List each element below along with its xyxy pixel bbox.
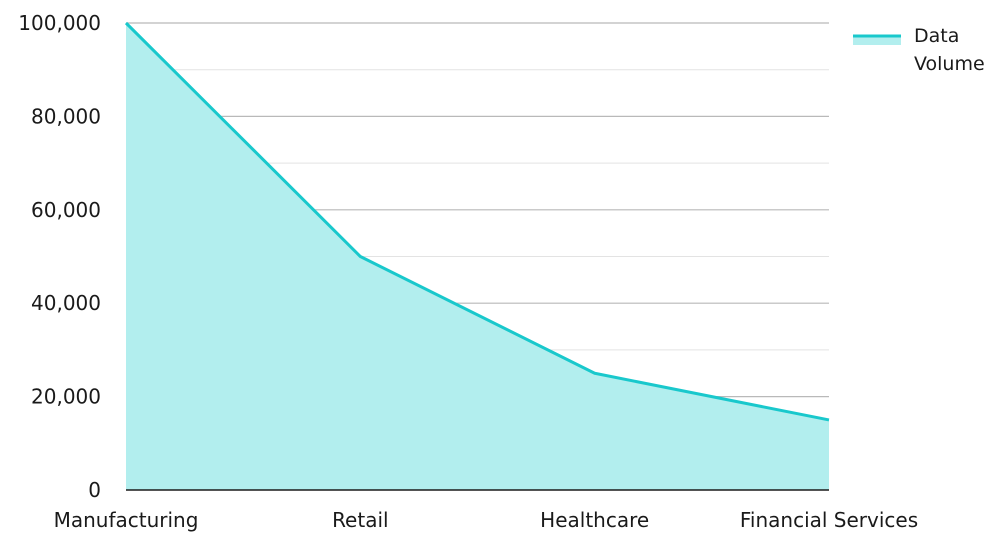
x-tick-label: Financial Services (740, 508, 918, 532)
legend-label-line: Data (914, 25, 959, 47)
legend-label: Data Volume (914, 25, 985, 75)
y-axis-tick-labels: 0 20,000 40,000 60,000 80,000 100,000 (18, 11, 101, 502)
legend: Data Volume (853, 25, 985, 75)
y-tick-label: 40,000 (31, 291, 101, 315)
x-tick-label: Healthcare (540, 508, 649, 532)
y-tick-label: 0 (88, 478, 101, 502)
legend-swatch-fill (853, 36, 901, 45)
series-area-fill (126, 23, 829, 490)
x-tick-label: Retail (332, 508, 389, 532)
x-axis-tick-labels: Manufacturing Retail Healthcare Financial S… (54, 508, 919, 532)
y-tick-label: 60,000 (31, 198, 101, 222)
x-tick-label: Manufacturing (54, 508, 199, 532)
y-tick-label: 20,000 (31, 385, 101, 409)
legend-label-line: Volume (914, 53, 985, 75)
y-tick-label: 100,000 (18, 11, 101, 35)
series-line (124, 21, 830, 422)
y-tick-label: 80,000 (31, 104, 101, 128)
